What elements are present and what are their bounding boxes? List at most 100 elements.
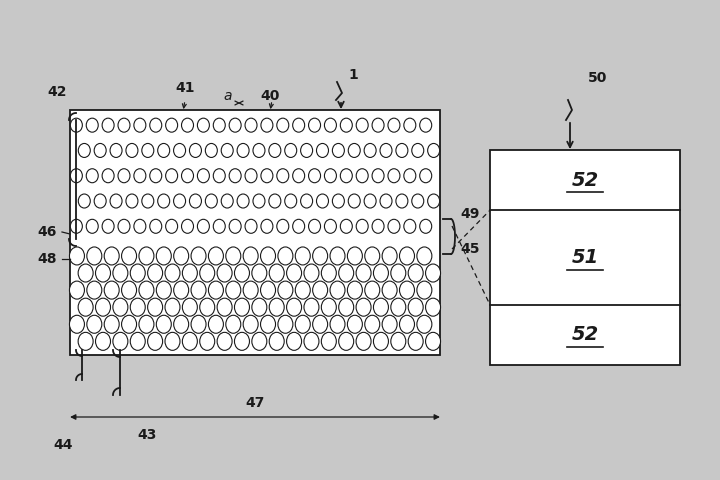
Ellipse shape [364,194,376,208]
Ellipse shape [118,169,130,183]
Ellipse shape [426,264,441,282]
Ellipse shape [102,118,114,132]
Ellipse shape [325,219,336,233]
Ellipse shape [252,298,267,316]
Ellipse shape [365,281,379,299]
Ellipse shape [374,332,388,350]
Ellipse shape [400,281,415,299]
Ellipse shape [174,194,186,208]
Ellipse shape [400,247,415,265]
Bar [70,110,440,355]
Ellipse shape [139,247,154,265]
Ellipse shape [130,332,145,350]
Ellipse shape [182,298,197,316]
Ellipse shape [252,264,267,282]
Ellipse shape [321,298,336,316]
Ellipse shape [174,144,186,157]
Ellipse shape [356,219,368,233]
Ellipse shape [380,194,392,208]
Text: 47: 47 [246,396,265,410]
Ellipse shape [189,194,202,208]
Ellipse shape [428,144,440,157]
Ellipse shape [217,298,232,316]
Ellipse shape [309,169,320,183]
Ellipse shape [325,118,336,132]
Ellipse shape [338,298,354,316]
Ellipse shape [321,332,336,350]
Ellipse shape [364,144,376,157]
Ellipse shape [276,118,289,132]
Ellipse shape [382,315,397,333]
Ellipse shape [148,264,163,282]
Ellipse shape [156,281,171,299]
Ellipse shape [261,281,276,299]
Ellipse shape [356,118,368,132]
Ellipse shape [408,332,423,350]
Ellipse shape [156,247,171,265]
Ellipse shape [404,219,416,233]
Ellipse shape [356,332,371,350]
Ellipse shape [134,169,146,183]
Ellipse shape [278,281,293,299]
Ellipse shape [213,118,225,132]
Ellipse shape [221,194,233,208]
Ellipse shape [69,247,84,265]
Ellipse shape [208,281,223,299]
Ellipse shape [166,118,178,132]
Ellipse shape [304,298,319,316]
Ellipse shape [191,281,206,299]
Ellipse shape [94,144,106,157]
Text: a: a [224,89,233,103]
Ellipse shape [426,332,441,350]
Ellipse shape [139,281,154,299]
Ellipse shape [391,298,406,316]
Ellipse shape [365,247,379,265]
Ellipse shape [122,247,137,265]
Ellipse shape [388,118,400,132]
Ellipse shape [205,194,217,208]
Ellipse shape [87,315,102,333]
Ellipse shape [330,281,345,299]
Ellipse shape [165,332,180,350]
Ellipse shape [295,315,310,333]
Ellipse shape [309,219,320,233]
Ellipse shape [96,264,110,282]
Ellipse shape [199,298,215,316]
Ellipse shape [391,264,406,282]
Ellipse shape [330,315,345,333]
Ellipse shape [347,247,362,265]
Ellipse shape [229,219,241,233]
Ellipse shape [96,332,110,350]
Ellipse shape [217,332,232,350]
Ellipse shape [102,219,114,233]
Ellipse shape [78,144,90,157]
Ellipse shape [122,281,137,299]
Ellipse shape [261,247,276,265]
Ellipse shape [404,169,416,183]
Ellipse shape [341,169,352,183]
Ellipse shape [199,264,215,282]
Ellipse shape [150,219,162,233]
Ellipse shape [166,219,178,233]
Ellipse shape [396,194,408,208]
Ellipse shape [221,144,233,157]
Ellipse shape [86,169,98,183]
Ellipse shape [245,219,257,233]
Ellipse shape [113,332,128,350]
Text: 49: 49 [460,207,480,221]
Ellipse shape [71,169,82,183]
Ellipse shape [341,219,352,233]
Ellipse shape [356,169,368,183]
Ellipse shape [139,315,154,333]
Ellipse shape [400,315,415,333]
Ellipse shape [252,332,267,350]
Ellipse shape [338,332,354,350]
Ellipse shape [174,247,189,265]
Ellipse shape [372,219,384,233]
Text: 50: 50 [588,71,608,85]
Ellipse shape [261,315,276,333]
Ellipse shape [134,219,146,233]
Ellipse shape [245,169,257,183]
Ellipse shape [348,194,360,208]
Ellipse shape [189,144,202,157]
